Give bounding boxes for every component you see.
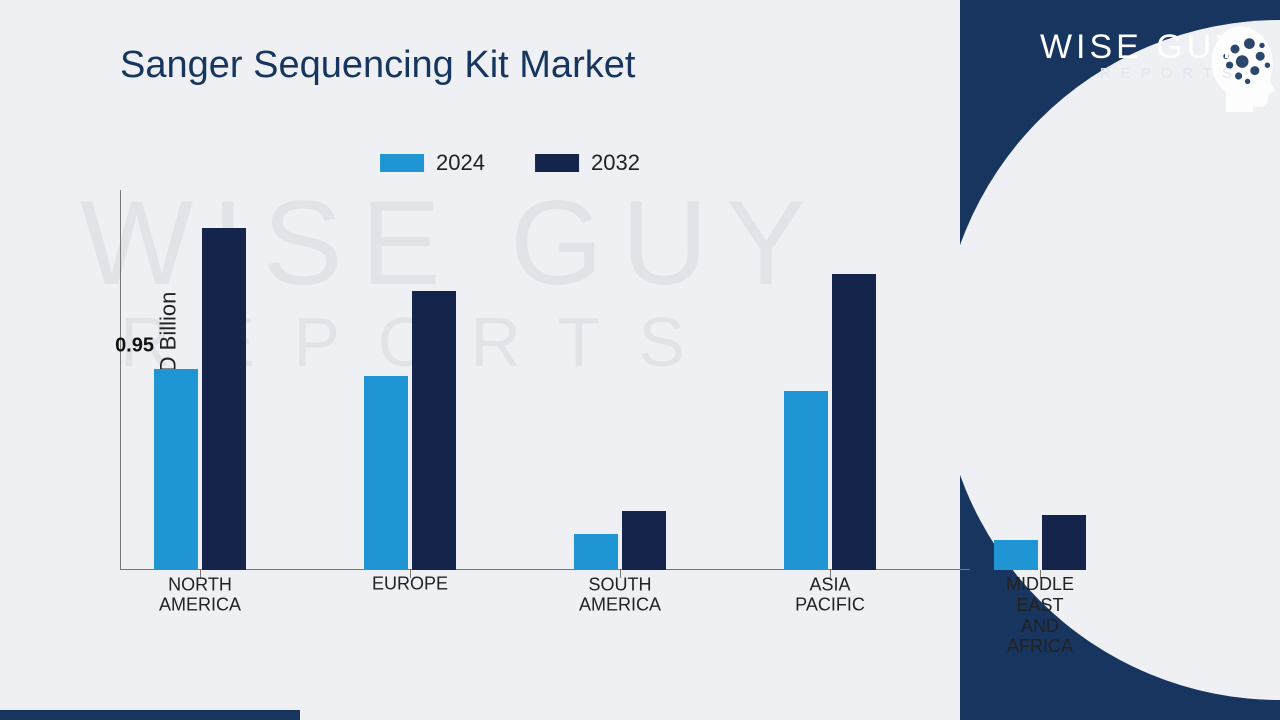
bar-value-label: 0.95	[115, 335, 154, 358]
category-label: NORTH AMERICA	[120, 574, 280, 615]
category-label: ASIA PACIFIC	[750, 574, 910, 615]
legend-item: 2032	[535, 150, 640, 176]
category-label: SOUTH AMERICA	[540, 574, 700, 615]
bar-group: MIDDLE EAST AND AFRICA	[994, 515, 1086, 570]
legend-label: 2032	[591, 150, 640, 176]
bar	[412, 291, 456, 570]
bar	[154, 369, 198, 570]
bar	[1042, 515, 1086, 570]
bar	[784, 391, 828, 570]
bar-chart: Market Size in USD Billion 2024 2032 0.9…	[50, 150, 970, 690]
bar-group: ASIA PACIFIC	[784, 274, 876, 570]
y-axis-line	[120, 190, 121, 570]
legend-swatch-2032	[535, 154, 579, 172]
bar-group: NORTH AMERICA	[154, 228, 246, 570]
bar	[994, 540, 1038, 570]
brand-logo: WISE GUY REPORTS	[1040, 28, 1242, 82]
chart-title: Sanger Sequencing Kit Market	[120, 44, 635, 87]
bar	[622, 511, 666, 570]
bar-group: EUROPE	[364, 291, 456, 570]
brand-name: WISE GUY	[1040, 28, 1242, 67]
bar-group: SOUTH AMERICA	[574, 511, 666, 570]
legend: 2024 2032	[380, 150, 640, 176]
bar	[364, 376, 408, 570]
bar	[832, 274, 876, 570]
bar	[202, 228, 246, 570]
footer-accent-bar	[0, 710, 300, 720]
category-label: EUROPE	[330, 574, 490, 595]
plot-area: 0.95NORTH AMERICAEUROPESOUTH AMERICAASIA…	[120, 190, 970, 570]
legend-item: 2024	[380, 150, 485, 176]
stage: WISE GUY REPORTS Sanger Sequencing Kit M…	[0, 0, 1280, 720]
bar	[574, 534, 618, 570]
brand-subtitle: REPORTS	[1040, 65, 1242, 82]
legend-swatch-2024	[380, 154, 424, 172]
legend-label: 2024	[436, 150, 485, 176]
category-label: MIDDLE EAST AND AFRICA	[960, 574, 1120, 657]
